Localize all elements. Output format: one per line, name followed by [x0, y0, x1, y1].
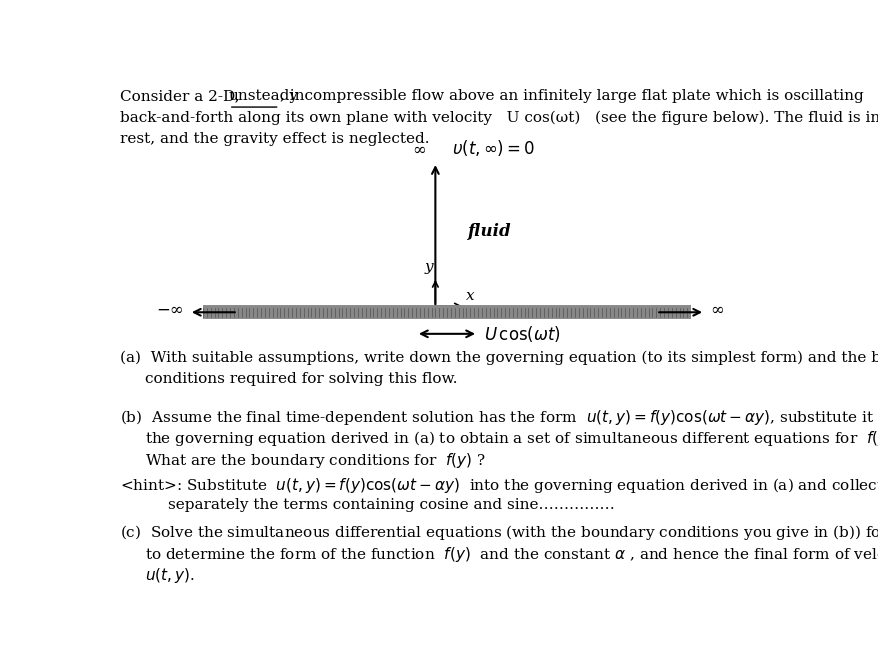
Text: <hint>: Substitute  $u(t, y) = f(y)\cos(\omega t - \alpha y)$  into the governin: <hint>: Substitute $u(t, y) = f(y)\cos(\… — [119, 476, 878, 495]
Text: conditions required for solving this flow.: conditions required for solving this flo… — [145, 372, 457, 386]
Text: −∞: −∞ — [155, 302, 184, 319]
Text: the governing equation derived in (a) to obtain a set of simultaneous different : the governing equation derived in (a) to… — [145, 429, 878, 448]
Text: fluid: fluid — [467, 223, 511, 240]
Text: ∞: ∞ — [412, 142, 426, 159]
Text: x: x — [466, 289, 474, 303]
Text: Consider a 2-D,: Consider a 2-D, — [119, 89, 244, 103]
Text: What are the boundary conditions for  $f(y)$ ?: What are the boundary conditions for $f(… — [145, 451, 486, 470]
Text: (c)  Solve the simultaneous differential equations (with the boundary conditions: (c) Solve the simultaneous differential … — [119, 523, 878, 542]
Text: separately the terms containing cosine and sine……………: separately the terms containing cosine a… — [168, 498, 614, 512]
Text: (a)  With suitable assumptions, write down the governing equation (to its simple: (a) With suitable assumptions, write dow… — [119, 351, 878, 365]
Text: unsteady: unsteady — [228, 89, 299, 103]
Text: $\upsilon(t,\infty) = 0$: $\upsilon(t,\infty) = 0$ — [452, 138, 536, 159]
Text: , incompressible flow above an infinitely large flat plate which is oscillating: , incompressible flow above an infinitel… — [280, 89, 863, 103]
Text: ∞: ∞ — [709, 302, 723, 319]
Text: to determine the form of the function  $f(y)$  and the constant $\alpha$ , and h: to determine the form of the function $f… — [145, 545, 878, 564]
Text: rest, and the gravity effect is neglected.: rest, and the gravity effect is neglecte… — [119, 132, 429, 146]
Text: $u(t, y)$.: $u(t, y)$. — [145, 567, 194, 586]
Text: back-and-forth along its own plane with velocity   U cos(ωt)   (see the figure b: back-and-forth along its own plane with … — [119, 111, 878, 125]
Text: y: y — [424, 260, 433, 274]
Text: $U\,\cos(\omega t)$: $U\,\cos(\omega t)$ — [484, 324, 560, 344]
Text: (b)  Assume the final time-dependent solution has the form  $u(t, y) = f(y)\cos(: (b) Assume the final time-dependent solu… — [119, 408, 878, 427]
